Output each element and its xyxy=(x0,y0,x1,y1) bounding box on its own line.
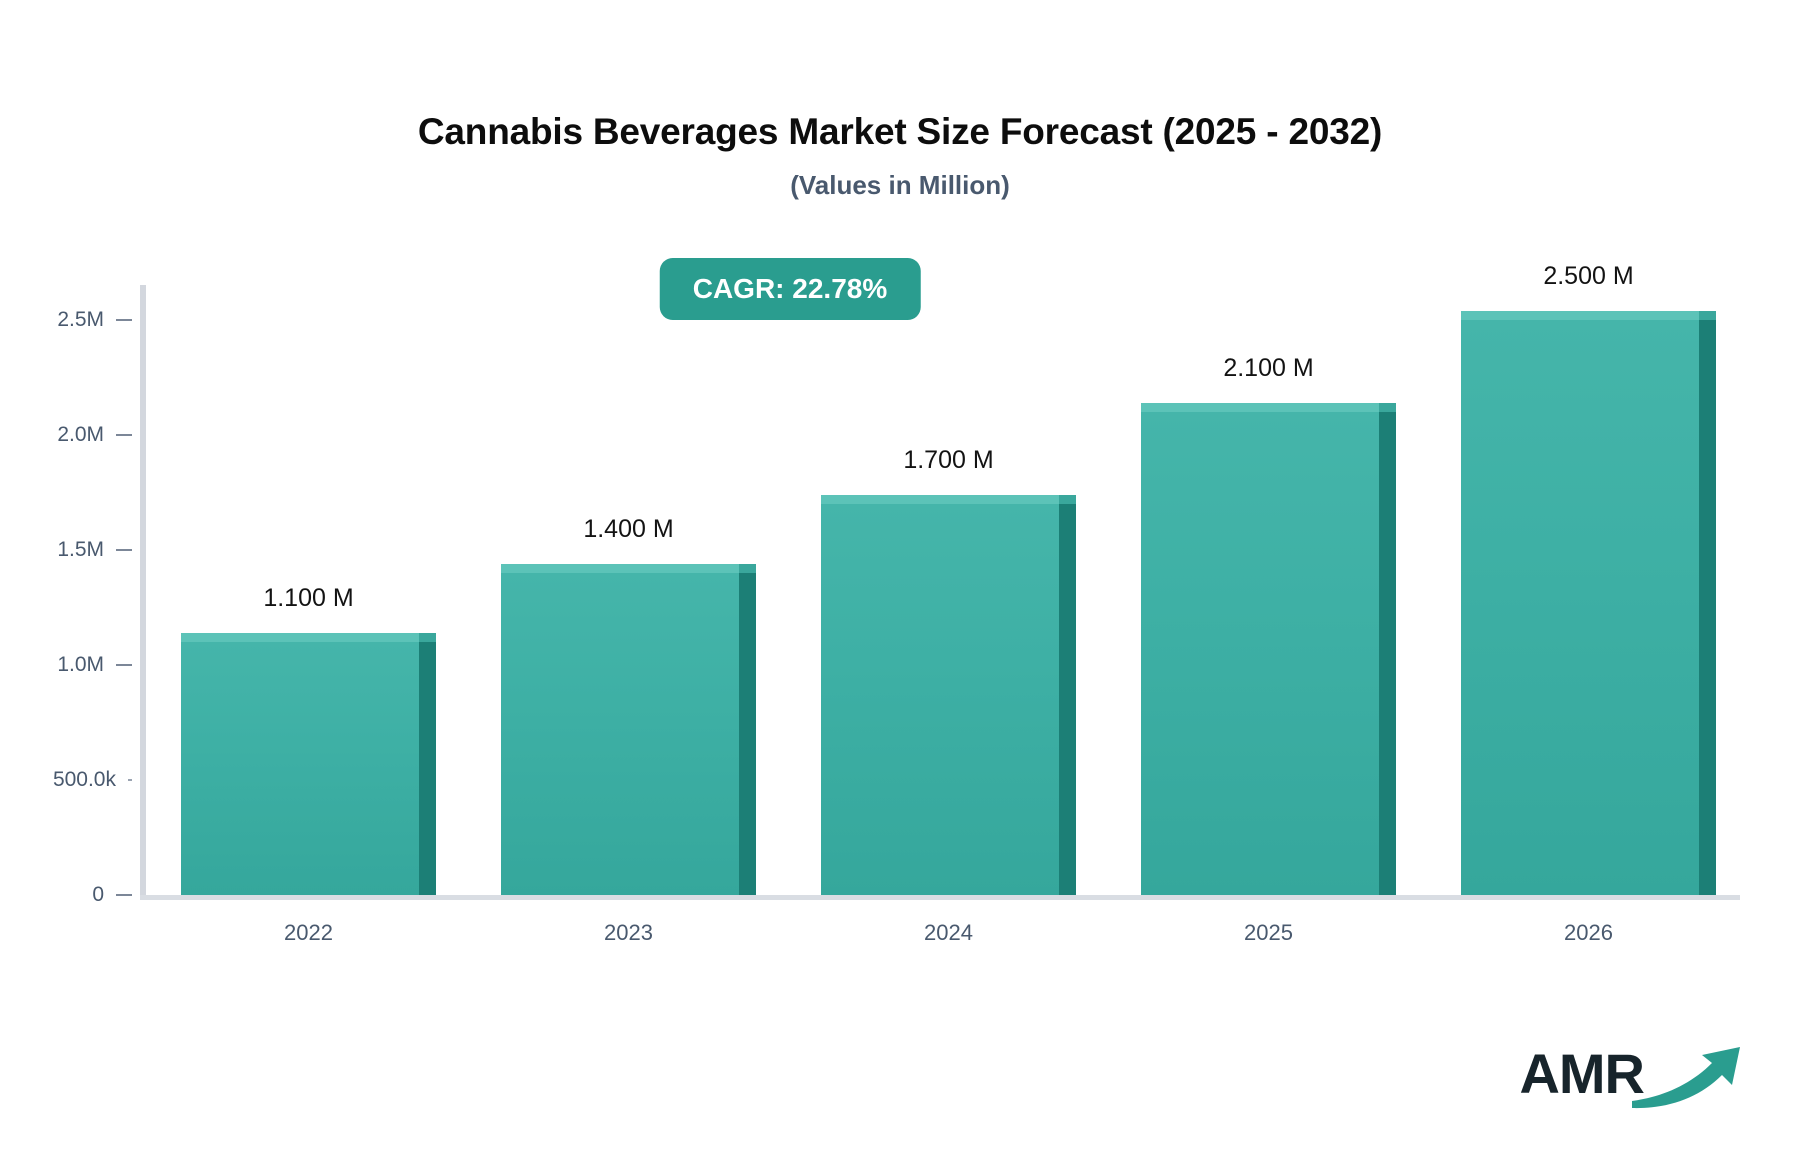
bar-value-label: 1.100 M xyxy=(263,583,354,612)
cagr-badge: CAGR: 22.78% xyxy=(659,258,921,320)
y-axis-tick-mark xyxy=(128,778,132,781)
y-axis-tick-mark xyxy=(116,894,132,896)
bar-top-face xyxy=(821,494,1059,504)
plot-area: 1.100 M 1.400 M 1.700 M 2.100 M 2.500 M xyxy=(140,262,1740,900)
bar: 2.500 M xyxy=(1461,262,1716,895)
x-axis-label: 2022 xyxy=(284,920,333,945)
bar: 1.100 M xyxy=(181,584,436,895)
page-title: Cannabis Beverages Market Size Forecast … xyxy=(417,111,1383,152)
bar-side-face xyxy=(1379,411,1396,895)
y-axis-tick-mark xyxy=(116,663,132,666)
bar-value-label: 2.100 M xyxy=(1223,353,1314,382)
bar-top-corner xyxy=(419,632,436,642)
y-axis-line xyxy=(140,285,146,895)
y-axis-tick-label: 0 xyxy=(92,883,104,906)
bar-top-face xyxy=(181,632,419,642)
bar: 1.700 M xyxy=(821,446,1076,895)
bar: 2.100 M xyxy=(1141,354,1396,895)
bar-top-corner xyxy=(1699,310,1716,320)
bar-front-face xyxy=(1461,319,1699,895)
x-axis-line xyxy=(140,895,1740,900)
x-axis-label: 2025 xyxy=(1244,920,1293,945)
bar-side-face xyxy=(1059,503,1076,895)
y-axis-tick-mark xyxy=(116,548,132,551)
bar-front-face xyxy=(1141,411,1379,895)
bar: 1.400 M xyxy=(501,515,756,895)
x-axis-label: 2023 xyxy=(604,920,653,945)
bar-side-face xyxy=(739,572,756,895)
bar-front-face xyxy=(821,503,1059,895)
bar-top-corner xyxy=(1379,402,1396,412)
x-axis-label: 2026 xyxy=(1564,920,1613,945)
y-axis-tick-label: 2.5M xyxy=(57,307,104,331)
amr-logo-text: AMR xyxy=(1519,1041,1645,1105)
y-axis-tick-label: 1.5M xyxy=(57,537,104,561)
amr-logo: AMR xyxy=(1519,1033,1748,1114)
bar-value-label: 2.500 M xyxy=(1543,261,1634,290)
y-axis-tick-label: 500.0k xyxy=(52,767,116,791)
bar-top-face xyxy=(501,563,739,573)
chart-subtitle: (Values in Million) xyxy=(790,169,1010,200)
y-axis-ticks: 0 500.0k 1.0M 1.5M 2.0M 2.5M xyxy=(0,285,140,906)
growth-arrow-icon xyxy=(1628,1039,1748,1114)
bar-value-label: 1.700 M xyxy=(903,445,994,474)
bar-top-face xyxy=(1461,310,1699,320)
bar-top-corner xyxy=(739,563,756,573)
x-axis-label: 2024 xyxy=(924,920,973,945)
y-axis-tick-mark xyxy=(116,433,132,436)
bar-top-corner xyxy=(1059,494,1076,504)
y-axis-tick-mark xyxy=(116,318,132,321)
bar-side-face xyxy=(419,641,436,895)
bar-value-label: 1.400 M xyxy=(583,514,674,543)
bar-front-face xyxy=(501,572,739,895)
y-axis-tick-label: 1.0M xyxy=(57,652,104,676)
y-axis-tick-label: 2.0M xyxy=(57,422,104,446)
bar-side-face xyxy=(1699,319,1716,895)
chart-header: Cannabis Beverages Market Size Forecast … xyxy=(0,111,1800,201)
bar-front-face xyxy=(181,641,419,895)
bar-top-face xyxy=(1141,402,1379,412)
